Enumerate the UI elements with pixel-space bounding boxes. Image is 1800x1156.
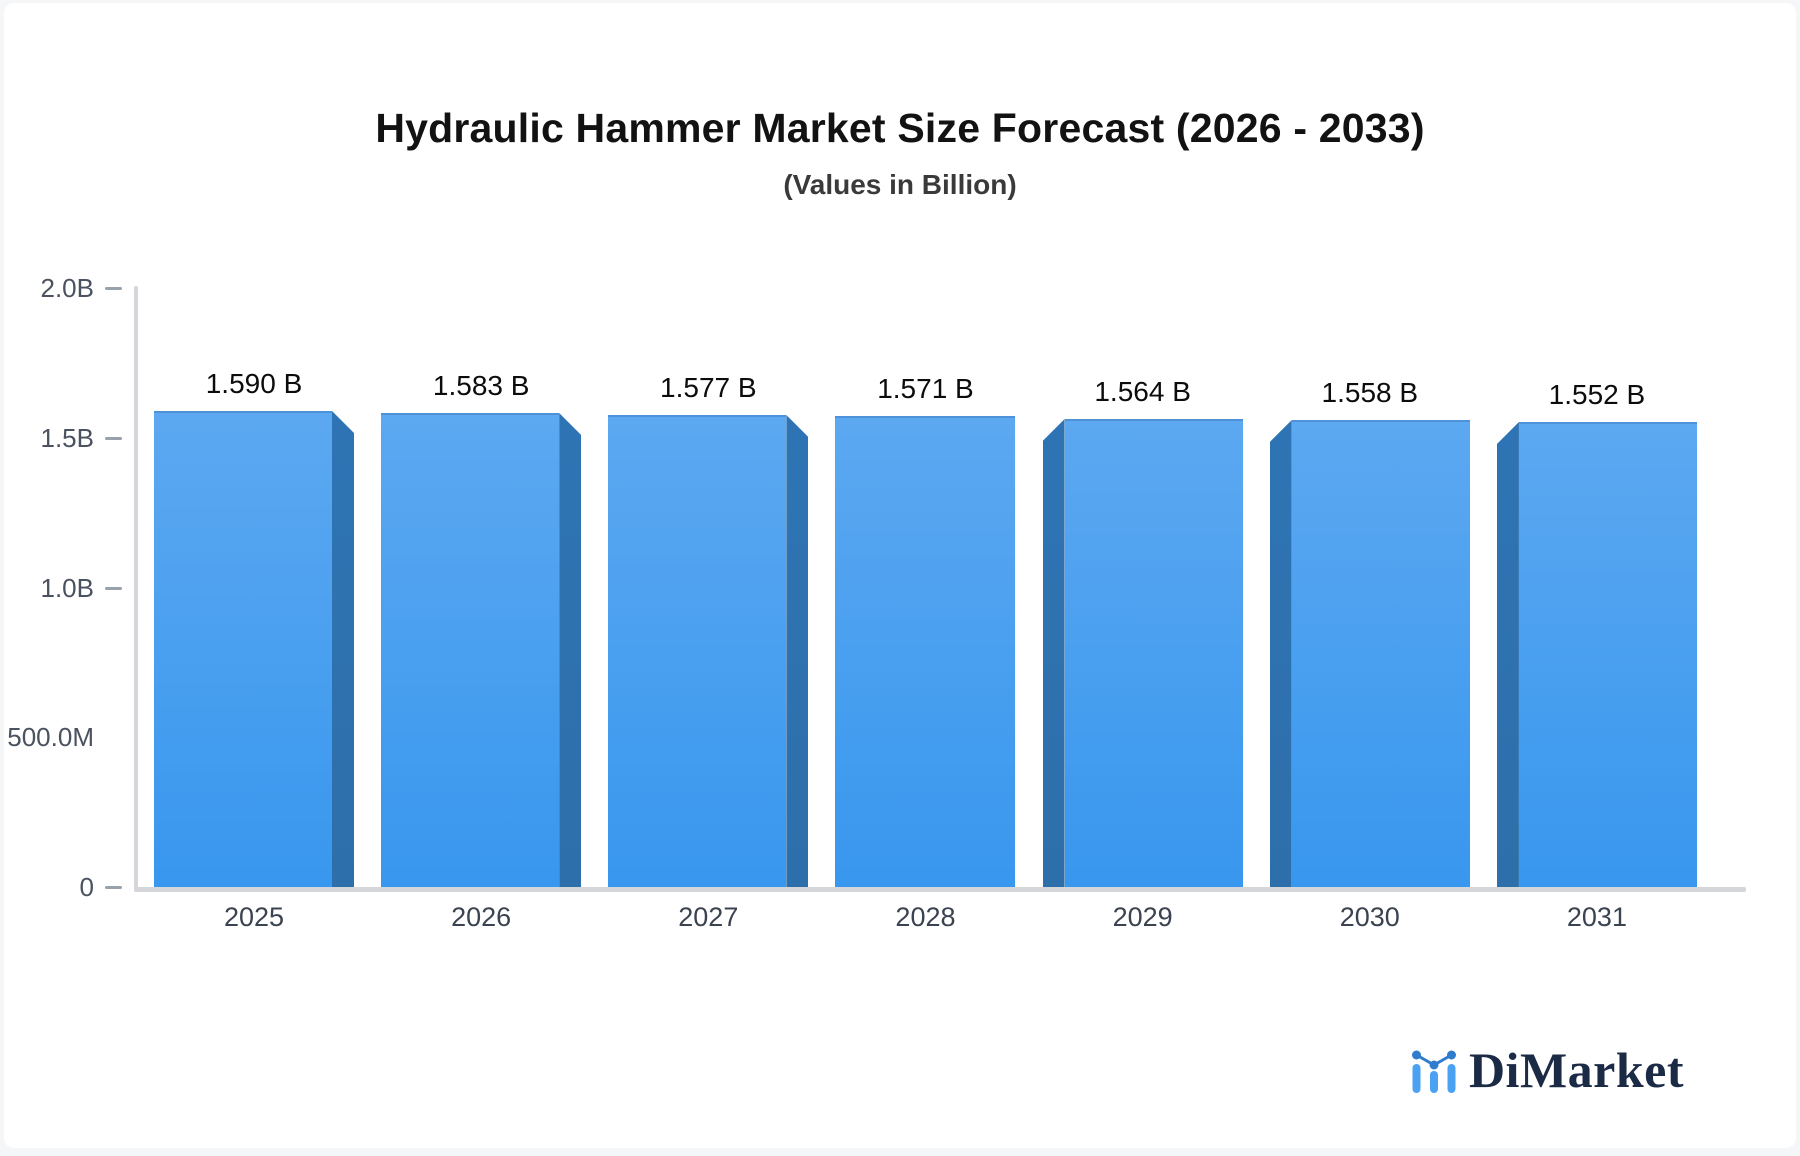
bar-2026: 1.583 B 2026 xyxy=(381,370,582,932)
bar-side-face xyxy=(1269,420,1292,887)
bar-2025: 1.590 B 2025 xyxy=(154,368,354,932)
bar-face xyxy=(381,413,560,887)
bar-2028: 1.571 B 2028 xyxy=(835,373,1016,932)
y-axis-tick xyxy=(105,886,122,889)
bar-face xyxy=(1518,422,1697,887)
bar-value-label: 1.577 B xyxy=(660,372,757,403)
y-axis-label: 500.0M xyxy=(7,722,94,753)
bar-value-label: 1.583 B xyxy=(432,370,530,401)
bar-face xyxy=(1064,419,1243,887)
chart-card: Hydraulic Hammer Market Size Forecast (2… xyxy=(4,3,1796,1148)
bar-side-face xyxy=(559,413,582,887)
bar-side-face xyxy=(1496,422,1519,887)
chart-subtitle: (Values in Billion) xyxy=(783,169,1017,200)
bar-value-label: 1.558 B xyxy=(1321,377,1419,408)
bar-value-label: 1.564 B xyxy=(1094,376,1191,407)
brand-logo: DiMarket xyxy=(1411,1042,1684,1098)
y-axis-line xyxy=(134,286,138,892)
bar-value-label: 1.590 B xyxy=(205,368,303,399)
x-axis-label: 2025 xyxy=(223,902,285,932)
dimarket-bar-chart-logo-icon xyxy=(1411,1050,1456,1093)
bar-2027: 1.577 B 2027 xyxy=(608,372,809,932)
plot-area: 2.0B 1.5B 1.0B 500.0M 0 1.590 B 2025 1.583 B 20… xyxy=(4,3,1796,1148)
y-axis-label: 1.5B xyxy=(40,422,95,453)
x-axis-label: 2027 xyxy=(678,902,739,932)
x-axis-label: 2028 xyxy=(895,902,956,932)
bars-group: 1.590 B 2025 1.583 B 2026 1.577 B 2027 1.571 B… xyxy=(154,3,1697,932)
x-axis-label: 2031 xyxy=(1566,902,1627,932)
y-axis-tick xyxy=(105,287,122,290)
y-axis-label: 0 xyxy=(79,872,94,902)
x-axis-line xyxy=(134,887,1746,892)
bar-value-label: 1.571 B xyxy=(877,373,974,404)
bar-side-face xyxy=(786,415,809,887)
bar-side-face xyxy=(332,411,354,887)
bar-side-face xyxy=(1042,419,1065,887)
bar-value-label: 1.552 B xyxy=(1548,379,1646,410)
bar-face xyxy=(154,411,332,887)
bar-2030: 1.558 B 2030 xyxy=(1269,377,1470,932)
bar-2029: 1.564 B 2029 xyxy=(1042,376,1243,932)
bar-2031: 1.552 B 2031 xyxy=(1496,379,1697,932)
y-axis-label: 2.0B xyxy=(40,273,95,303)
brand-logo-text: DiMarket xyxy=(1468,1042,1684,1098)
y-axis-tick xyxy=(105,436,122,440)
bar-face xyxy=(1291,420,1470,887)
x-axis-label: 2029 xyxy=(1112,902,1173,932)
y-axis-tick xyxy=(105,586,122,590)
x-axis-label: 2030 xyxy=(1339,902,1400,932)
chart-title: Hydraulic Hammer Market Size Forecast (2… xyxy=(375,105,1425,151)
bar-face xyxy=(608,415,787,887)
x-axis-label: 2026 xyxy=(451,902,512,932)
y-axis-label: 1.0B xyxy=(40,572,95,603)
bar-face xyxy=(835,416,1016,887)
